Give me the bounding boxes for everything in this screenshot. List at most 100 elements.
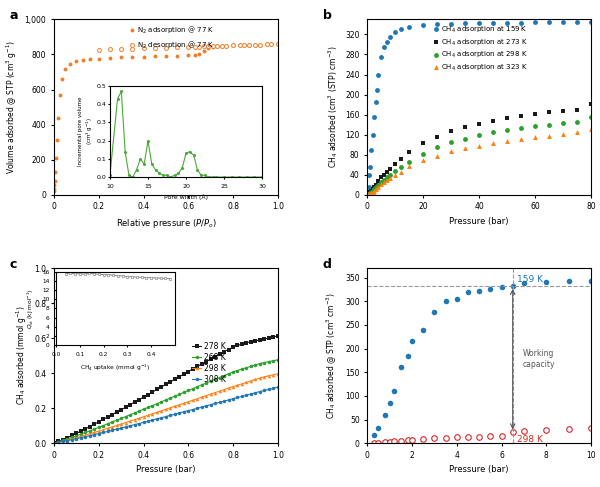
CH$_4$ adsorption at 323 K bbox=[476, 143, 483, 149]
CH$_4$ adsorption at 273 K bbox=[503, 115, 511, 121]
Y-axis label: CH$_4$ adsorbed @ STP (cm$^3$ cm$^{-3}$): CH$_4$ adsorbed @ STP (cm$^3$ cm$^{-3}$) bbox=[325, 292, 340, 419]
N$_2$ adsorption @ 77 K bbox=[51, 178, 58, 184]
CH$_4$ adsorption at 298 K bbox=[377, 179, 385, 185]
Text: Working
capacity: Working capacity bbox=[523, 350, 555, 369]
N$_2$ desorption @ 77 K bbox=[209, 43, 217, 49]
N$_2$ desorption @ 77 K bbox=[274, 41, 281, 47]
N$_2$ adsorption @ 77 K bbox=[173, 53, 181, 58]
CH$_4$ adsorption at 298 K bbox=[380, 177, 388, 183]
N$_2$ desorption @ 77 K bbox=[118, 46, 125, 52]
CH$_4$ adsorption at 159 K bbox=[397, 27, 404, 33]
CH$_4$ adsorption at 159 K bbox=[369, 131, 376, 137]
N$_2$ desorption @ 77 K bbox=[129, 46, 136, 52]
N$_2$ desorption @ 77 K bbox=[263, 41, 270, 47]
278 K bbox=[118, 407, 125, 412]
N$_2$ adsorption @ 77 K bbox=[268, 41, 275, 47]
N$_2$ adsorption @ 77 K bbox=[209, 44, 217, 50]
CH$_4$ adsorption at 298 K bbox=[434, 144, 441, 150]
298 K bbox=[122, 420, 129, 426]
308 K bbox=[50, 440, 58, 446]
CH$_4$ adsorption at 323 K bbox=[559, 131, 566, 136]
N$_2$ adsorption @ 77 K bbox=[51, 182, 58, 188]
CH$_4$ adsorption at 159 K bbox=[366, 171, 373, 177]
CH$_4$ adsorption at 273 K bbox=[448, 128, 455, 134]
N$_2$ adsorption @ 77 K bbox=[196, 52, 203, 57]
CH$_4$ adsorption at 298 K bbox=[367, 190, 374, 196]
N$_2$ adsorption @ 77 K bbox=[95, 56, 103, 62]
CH$_4$ adsorption at 298 K bbox=[448, 139, 455, 145]
N$_2$ adsorption @ 77 K bbox=[274, 41, 281, 47]
298 K bbox=[50, 440, 58, 446]
268 K bbox=[198, 382, 205, 388]
N$_2$ adsorption @ 77 K bbox=[236, 42, 244, 48]
N$_2$ desorption @ 77 K bbox=[95, 47, 103, 53]
N$_2$ desorption @ 77 K bbox=[185, 44, 192, 50]
CH$_4$ adsorption at 323 K bbox=[461, 145, 469, 151]
CH$_4$ adsorption at 159 K bbox=[368, 147, 375, 152]
N$_2$ adsorption @ 77 K bbox=[151, 53, 158, 59]
CH$_4$ adsorption at 298 K bbox=[369, 187, 376, 193]
CH$_4$ adsorption at 298 K bbox=[364, 191, 371, 197]
CH$_4$ adsorption at 323 K bbox=[365, 191, 372, 197]
N$_2$ adsorption @ 77 K bbox=[263, 41, 270, 47]
278 K bbox=[198, 361, 205, 367]
Line: N$_2$ desorption @ 77 K: N$_2$ desorption @ 77 K bbox=[97, 42, 280, 52]
CH$_4$ adsorption at 273 K bbox=[574, 107, 581, 112]
N$_2$ adsorption @ 77 K bbox=[79, 57, 86, 63]
CH$_4$ adsorption at 273 K bbox=[380, 171, 388, 177]
CH$_4$ adsorption at 273 K bbox=[364, 191, 371, 197]
CH$_4$ adsorption at 273 K bbox=[419, 140, 427, 146]
N$_2$ desorption @ 77 K bbox=[151, 45, 158, 51]
298 K bbox=[118, 421, 125, 427]
N$_2$ desorption @ 77 K bbox=[223, 43, 230, 49]
CH$_4$ adsorption at 323 K bbox=[490, 140, 497, 146]
CH$_4$ adsorption at 298 K bbox=[392, 168, 399, 174]
N$_2$ adsorption @ 77 K bbox=[86, 56, 94, 62]
CH$_4$ adsorption at 298 K bbox=[461, 135, 469, 141]
CH$_4$ adsorption at 298 K bbox=[532, 123, 539, 129]
CH$_4$ adsorption at 323 K bbox=[587, 126, 595, 131]
308 K bbox=[198, 404, 205, 410]
N$_2$ desorption @ 77 K bbox=[268, 41, 275, 47]
CH$_4$ adsorption at 323 K bbox=[503, 138, 511, 144]
CH$_4$ adsorption at 323 K bbox=[371, 187, 378, 193]
CH$_4$ adsorption at 159 K bbox=[448, 21, 455, 27]
N$_2$ desorption @ 77 K bbox=[256, 41, 263, 47]
N$_2$ adsorption @ 77 K bbox=[140, 54, 147, 59]
N$_2$ adsorption @ 77 K bbox=[191, 52, 199, 58]
CH$_4$ adsorption at 273 K bbox=[368, 187, 375, 193]
278 K bbox=[269, 334, 277, 340]
CH$_4$ adsorption at 273 K bbox=[406, 149, 413, 155]
CH$_4$ adsorption at 298 K bbox=[375, 182, 382, 187]
CH$_4$ adsorption at 273 K bbox=[372, 182, 379, 187]
268 K bbox=[50, 440, 58, 446]
298 K bbox=[274, 371, 281, 377]
Line: 298 K: 298 K bbox=[52, 372, 280, 445]
CH$_4$ adsorption at 323 K bbox=[532, 134, 539, 140]
CH$_4$ adsorption at 323 K bbox=[434, 152, 441, 158]
Text: a: a bbox=[9, 9, 18, 22]
Line: CH$_4$ adsorption at 273 K: CH$_4$ adsorption at 273 K bbox=[365, 101, 593, 196]
CH$_4$ adsorption at 323 K bbox=[380, 179, 388, 185]
CH$_4$ adsorption at 298 K bbox=[406, 159, 413, 165]
308 K bbox=[100, 430, 107, 435]
N$_2$ adsorption @ 77 K bbox=[129, 54, 136, 60]
CH$_4$ adsorption at 159 K bbox=[461, 20, 469, 26]
308 K bbox=[274, 384, 281, 390]
N$_2$ desorption @ 77 K bbox=[200, 43, 208, 49]
N$_2$ adsorption @ 77 K bbox=[66, 61, 73, 67]
N$_2$ adsorption @ 77 K bbox=[118, 55, 125, 60]
CH$_4$ adsorption at 159 K bbox=[365, 184, 372, 190]
CH$_4$ adsorption at 159 K bbox=[392, 29, 399, 35]
CH$_4$ adsorption at 323 K bbox=[545, 132, 553, 138]
N$_2$ desorption @ 77 K bbox=[162, 45, 169, 51]
N$_2$ desorption @ 77 K bbox=[106, 46, 113, 52]
CH$_4$ adsorption at 298 K bbox=[368, 189, 375, 195]
268 K bbox=[274, 357, 281, 363]
CH$_4$ adsorption at 323 K bbox=[392, 171, 399, 177]
CH$_4$ adsorption at 273 K bbox=[383, 169, 391, 174]
CH$_4$ adsorption at 273 K bbox=[545, 109, 553, 115]
CH$_4$ adsorption at 159 K bbox=[574, 19, 581, 25]
N$_2$ adsorption @ 77 K bbox=[185, 52, 192, 58]
Line: CH$_4$ adsorption at 323 K: CH$_4$ adsorption at 323 K bbox=[365, 126, 593, 197]
